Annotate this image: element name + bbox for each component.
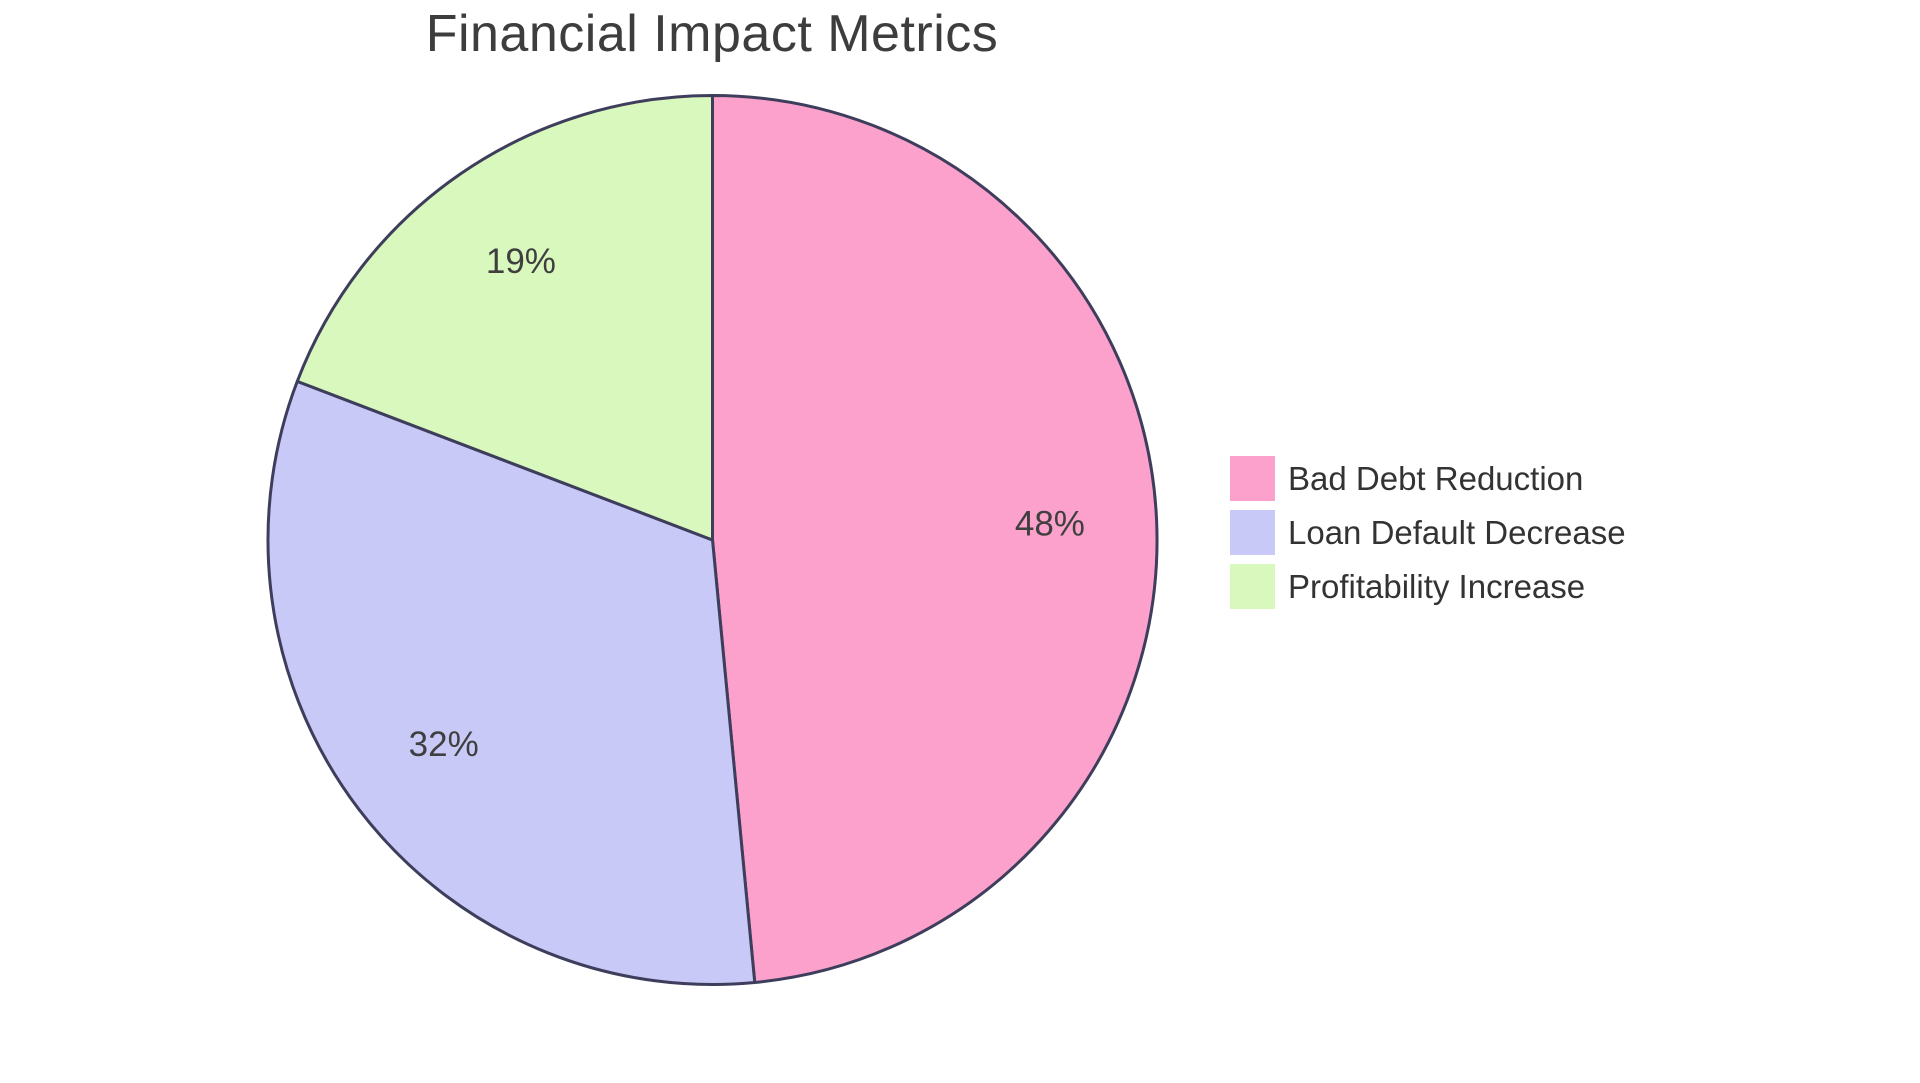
legend-label: Loan Default Decrease xyxy=(1288,513,1626,551)
legend-color-swatch xyxy=(1230,564,1275,609)
pie-percent-label-bad-debt-reduction: 48% xyxy=(1015,504,1085,543)
pie-slice-profitability-increase xyxy=(295,94,714,542)
chart-title: Financial Impact Metrics xyxy=(425,5,999,63)
legend-item-bad-debt-reduction: Bad Debt Reduction xyxy=(1230,456,1626,501)
pie-percent-label-loan-default-decrease: 32% xyxy=(409,725,479,764)
legend-label: Bad Debt Reduction xyxy=(1288,459,1584,497)
pie-slice-bad-debt-reduction xyxy=(711,94,1159,984)
pie-percent-label-profitability-increase: 19% xyxy=(486,242,556,281)
legend-item-profitability-increase: Profitability Increase xyxy=(1230,564,1626,609)
legend-color-swatch xyxy=(1230,456,1275,501)
chart-legend: Bad Debt Reduction Loan Default Decrease… xyxy=(1230,456,1626,609)
legend-color-swatch xyxy=(1230,510,1275,555)
legend-label: Profitability Increase xyxy=(1288,567,1586,605)
pie-slice-loan-default-decrease xyxy=(266,379,757,986)
legend-item-loan-default-decrease: Loan Default Decrease xyxy=(1230,510,1626,555)
